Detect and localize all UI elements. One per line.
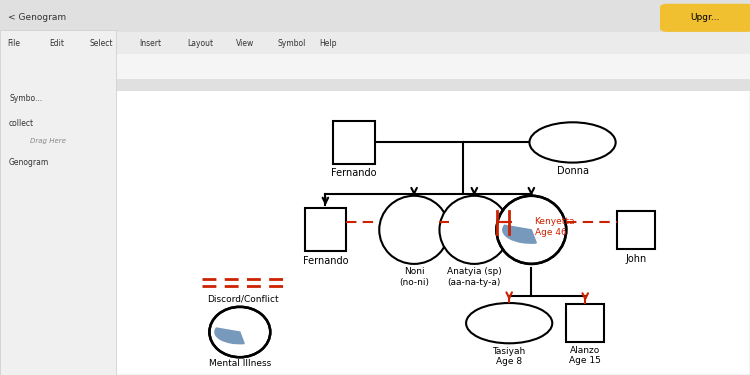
- Ellipse shape: [496, 196, 566, 264]
- Text: File: File: [8, 39, 20, 48]
- Bar: [62, 205, 81, 228]
- Bar: [617, 211, 655, 249]
- Bar: [35, 139, 54, 162]
- Text: John: John: [626, 254, 646, 264]
- Text: Noni
(no-ni): Noni (no-ni): [399, 267, 429, 287]
- Text: Mental Illness: Mental Illness: [209, 359, 271, 368]
- Text: Fernando: Fernando: [332, 168, 376, 178]
- Ellipse shape: [380, 196, 449, 264]
- Ellipse shape: [440, 196, 509, 264]
- Bar: [35, 106, 54, 129]
- Bar: [8, 139, 27, 162]
- Circle shape: [34, 204, 55, 228]
- Circle shape: [62, 105, 82, 130]
- Bar: [8, 205, 27, 228]
- Wedge shape: [503, 225, 536, 243]
- Bar: [333, 121, 374, 164]
- Text: View: View: [236, 39, 254, 48]
- Text: Discord/Conflict: Discord/Conflict: [207, 294, 279, 303]
- Wedge shape: [215, 328, 244, 344]
- Circle shape: [466, 303, 552, 343]
- Text: Kenyetta
Age 46: Kenyetta Age 46: [535, 217, 575, 237]
- Text: Help: Help: [319, 39, 336, 48]
- Bar: [62, 139, 81, 162]
- Text: Layout: Layout: [188, 39, 214, 48]
- Bar: [89, 106, 109, 129]
- Text: Fernando: Fernando: [303, 256, 348, 266]
- Text: Symbo...: Symbo...: [9, 94, 42, 103]
- Bar: [8, 106, 27, 129]
- Text: < Genogram: < Genogram: [8, 13, 66, 22]
- Text: Genogram: Genogram: [9, 158, 50, 167]
- Bar: [304, 209, 346, 251]
- Text: Donna: Donna: [556, 166, 589, 176]
- Text: Symbol: Symbol: [278, 39, 306, 48]
- Text: Drag Here: Drag Here: [30, 138, 66, 144]
- Circle shape: [530, 122, 616, 163]
- Circle shape: [88, 171, 110, 196]
- Bar: [566, 304, 604, 342]
- Text: Edit: Edit: [49, 39, 64, 48]
- Circle shape: [7, 171, 28, 196]
- Text: Select: Select: [90, 39, 113, 48]
- Text: Upgr...: Upgr...: [690, 13, 720, 22]
- Text: Insert: Insert: [139, 39, 160, 48]
- Text: collect: collect: [9, 118, 34, 128]
- Circle shape: [34, 171, 55, 196]
- Ellipse shape: [209, 307, 270, 357]
- Circle shape: [62, 171, 82, 196]
- Text: Alanzo
Age 15: Alanzo Age 15: [569, 346, 602, 365]
- Text: Tasiyah
Age 8: Tasiyah Age 8: [493, 347, 526, 366]
- Text: Anatyia (sp)
(aa-na-ty-a): Anatyia (sp) (aa-na-ty-a): [447, 267, 502, 287]
- Circle shape: [88, 204, 110, 228]
- Bar: [89, 139, 109, 162]
